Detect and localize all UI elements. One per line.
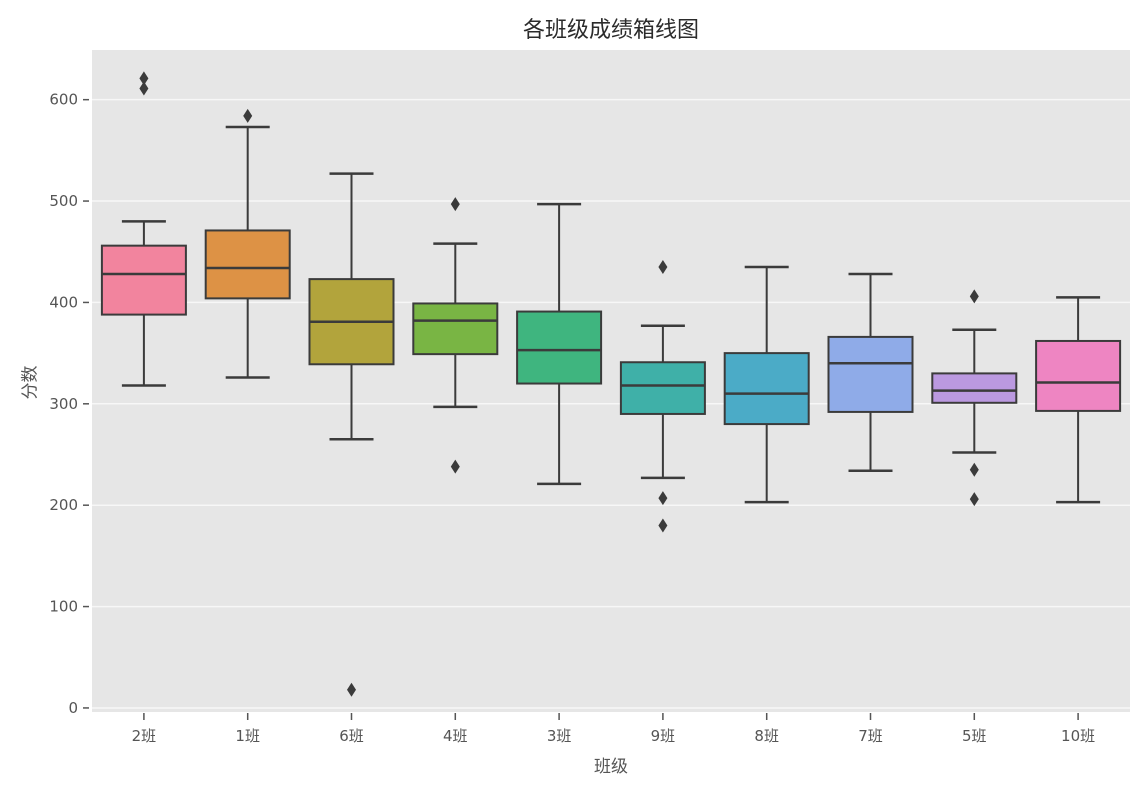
box-group-1班 bbox=[204, 108, 291, 379]
y-tick-label: 100 bbox=[49, 598, 78, 616]
y-tick-label: 400 bbox=[49, 293, 78, 311]
outlier-marker bbox=[243, 108, 253, 123]
box-rect bbox=[619, 361, 706, 415]
x-tick-label: 5班 bbox=[962, 727, 987, 745]
outlier-marker bbox=[347, 682, 356, 697]
outlier-marker bbox=[450, 459, 460, 474]
outlier-marker bbox=[139, 71, 149, 86]
x-tick-label: 2班 bbox=[132, 727, 157, 745]
box-group-7班 bbox=[827, 272, 914, 472]
outlier-marker bbox=[658, 491, 668, 506]
outlier-marker bbox=[969, 492, 979, 507]
outlier-marker bbox=[658, 518, 668, 533]
y-axis-label: 分数 bbox=[20, 365, 41, 400]
y-tick-label: 300 bbox=[49, 395, 78, 413]
outlier-marker bbox=[658, 259, 668, 274]
box-group-3班 bbox=[516, 202, 603, 486]
box-rect bbox=[100, 244, 187, 316]
x-tick-label: 4班 bbox=[443, 727, 468, 745]
x-tick-label: 9班 bbox=[651, 727, 676, 745]
box-group-6班 bbox=[308, 172, 395, 697]
x-tick-label: 3班 bbox=[547, 727, 572, 745]
box-rect bbox=[412, 302, 499, 356]
outlier-marker bbox=[139, 81, 149, 96]
box-group-9班 bbox=[619, 259, 706, 533]
y-tick-label: 200 bbox=[49, 496, 78, 514]
box-group-5班 bbox=[931, 289, 1018, 507]
box-rect bbox=[827, 335, 914, 413]
y-tick-label: 600 bbox=[49, 91, 78, 109]
outlier-marker bbox=[450, 197, 460, 212]
x-tick-label: 10班 bbox=[1061, 727, 1095, 745]
outlier-marker bbox=[969, 289, 979, 304]
y-tick-label: 0 bbox=[68, 699, 78, 717]
box-group-2班 bbox=[100, 71, 187, 387]
box-group-8班 bbox=[723, 265, 810, 504]
x-tick-label: 1班 bbox=[235, 727, 260, 745]
box-rect bbox=[931, 372, 1018, 404]
outlier-marker bbox=[969, 462, 979, 477]
chart-title: 各班级成绩箱线图 bbox=[522, 18, 699, 43]
x-axis-label: 班级 bbox=[594, 757, 628, 777]
box-group-4班 bbox=[412, 197, 499, 474]
y-tick-label: 500 bbox=[49, 192, 78, 210]
box-rect bbox=[1035, 339, 1122, 412]
box-rect bbox=[723, 352, 810, 426]
box-rect bbox=[516, 310, 603, 385]
x-tick-label: 8班 bbox=[754, 727, 779, 745]
x-tick-label: 6班 bbox=[339, 727, 364, 745]
box-group-10班 bbox=[1035, 296, 1122, 504]
box-rect bbox=[204, 229, 291, 300]
x-tick-label: 7班 bbox=[858, 727, 883, 745]
